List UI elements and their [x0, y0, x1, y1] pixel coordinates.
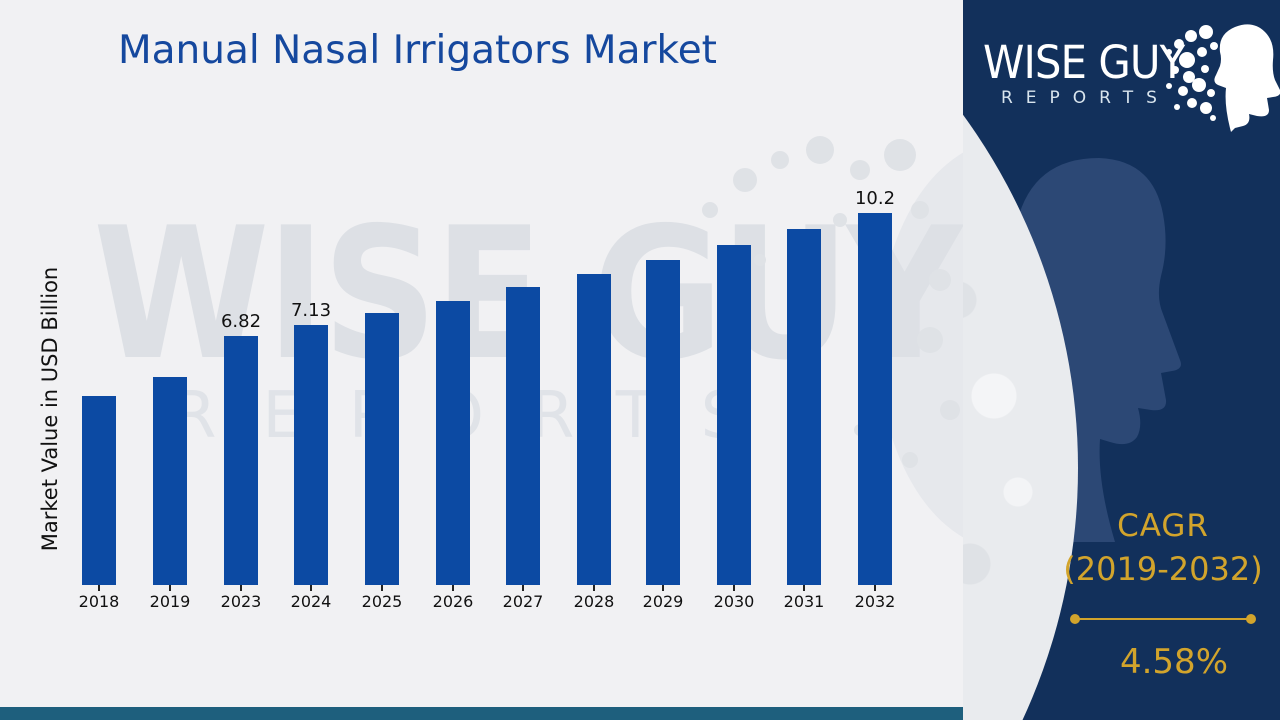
bottom-accent-bar	[0, 707, 963, 720]
x-axis-label-2032: 2032	[854, 592, 896, 611]
bar-value-label-2023: 6.82	[220, 311, 262, 332]
x-axis-tick	[593, 585, 595, 591]
x-axis-label-2025: 2025	[361, 592, 403, 611]
bar-2032	[858, 213, 892, 585]
x-axis-tick	[733, 585, 735, 591]
x-axis-label-2029: 2029	[642, 592, 684, 611]
x-axis-tick	[169, 585, 171, 591]
x-axis-tick	[452, 585, 454, 591]
x-axis-label-2031: 2031	[783, 592, 825, 611]
x-axis-label-2030: 2030	[713, 592, 755, 611]
logo-face-icon	[1166, 24, 1280, 132]
logo-wordmark: WISE GUY	[983, 36, 1185, 89]
cagr-block: CAGR (2019-2032) 4.58%	[1053, 508, 1273, 682]
bar-2028	[577, 274, 611, 585]
cagr-divider-line	[1073, 618, 1253, 620]
bar-2024	[294, 325, 328, 585]
bar-value-label-2032: 10.2	[854, 188, 896, 209]
logo-reports: REPORTS	[1001, 88, 1170, 108]
bar-2025	[365, 313, 399, 585]
bar-2031	[787, 229, 821, 585]
brand-panel: WISE GUY REPORTS CAGR (2019-2032) 4.58%	[963, 0, 1280, 720]
bar-2027	[506, 287, 540, 585]
x-axis-tick	[522, 585, 524, 591]
plot-area: 2018 2019 6.82 2023 7.13 2024 2025 2026 2027 2028…	[78, 188, 896, 611]
bar-value-label-2024: 7.13	[290, 300, 332, 321]
x-axis-label-2023: 2023	[220, 592, 262, 611]
x-axis-tick	[310, 585, 312, 591]
cagr-divider	[1070, 614, 1256, 624]
chart-region: WISE GUY REPORTS Manual Nasal Irrigators…	[38, 28, 963, 611]
cagr-heading: CAGR	[1117, 508, 1209, 544]
x-axis-tick	[803, 585, 805, 591]
cagr-divider-dot-left	[1070, 614, 1080, 624]
x-axis-tick	[240, 585, 242, 591]
cagr-value: 4.58%	[1119, 642, 1228, 682]
wiseguy-logo: WISE GUY REPORTS	[963, 0, 1280, 140]
bar-2023	[224, 336, 258, 585]
x-axis-label-2018: 2018	[78, 592, 120, 611]
bar-2030	[717, 245, 751, 585]
page-title: Manual Nasal Irrigators Market	[118, 28, 717, 73]
x-axis-label-2024: 2024	[290, 592, 332, 611]
x-axis-label-2026: 2026	[432, 592, 474, 611]
x-axis-label-2019: 2019	[149, 592, 191, 611]
x-axis-tick	[662, 585, 664, 591]
cagr-range: (2019-2032)	[1063, 550, 1263, 588]
bar-2018	[82, 396, 116, 585]
x-axis-label-2028: 2028	[573, 592, 615, 611]
bar-2029	[646, 260, 680, 585]
x-axis-tick	[98, 585, 100, 591]
x-axis-label-2027: 2027	[502, 592, 544, 611]
cagr-divider-dot-right	[1246, 614, 1256, 624]
x-axis-tick	[874, 585, 876, 591]
bar-2019	[153, 377, 187, 585]
x-axis-tick	[381, 585, 383, 591]
bar-2026	[436, 301, 470, 585]
